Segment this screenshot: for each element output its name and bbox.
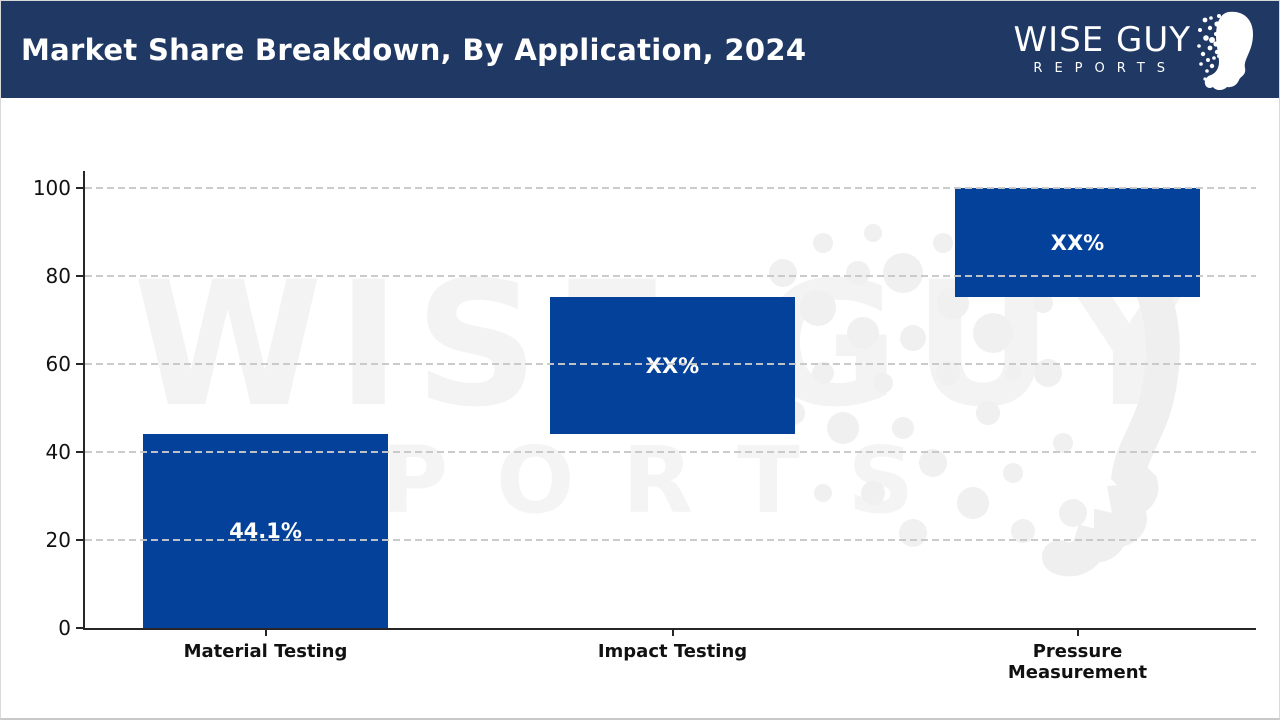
brand-name: WISE GUY xyxy=(1013,19,1191,60)
dotted-face-profile-icon xyxy=(1197,11,1253,90)
header-bar: Market Share Breakdown, By Application, … xyxy=(1,1,1279,98)
page-title: Market Share Breakdown, By Application, … xyxy=(21,32,807,67)
bar-pressure-measurement: XX% xyxy=(955,188,1200,298)
bar-value-label: XX% xyxy=(1050,230,1105,255)
bar-impact-testing: XX% xyxy=(550,297,795,434)
brand-subtitle: REPORTS xyxy=(1033,61,1178,77)
brand-wordmark: WISE GUY REPORTS xyxy=(1013,19,1191,77)
bar-value-label: 44.1% xyxy=(229,518,302,543)
bar-material-testing: 44.1% xyxy=(143,433,388,628)
bar-value-label: XX% xyxy=(645,353,700,378)
brand-logo: WISE GUY REPORTS xyxy=(1013,8,1255,92)
